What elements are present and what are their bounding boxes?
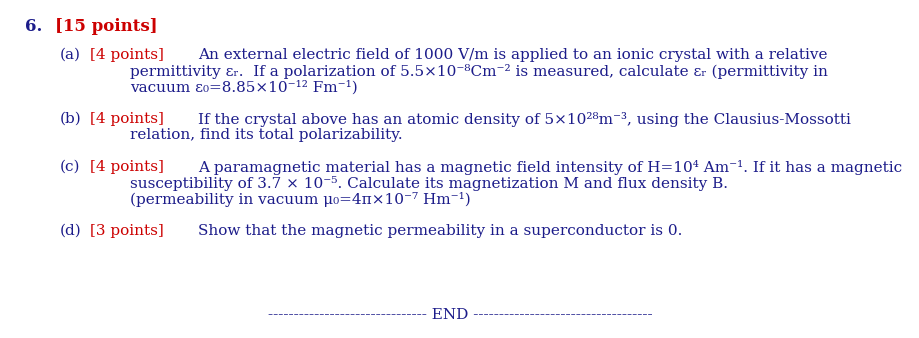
Text: (a): (a) xyxy=(60,48,81,62)
Text: Show that the magnetic permeability in a superconductor is 0.: Show that the magnetic permeability in a… xyxy=(198,224,682,238)
Text: (d): (d) xyxy=(60,224,82,238)
Text: (permeability in vacuum μ₀=4π×10⁻⁷ Hm⁻¹): (permeability in vacuum μ₀=4π×10⁻⁷ Hm⁻¹) xyxy=(130,192,471,207)
Text: susceptibility of 3.7 × 10⁻⁵. Calculate its magnetization M and flux density B.: susceptibility of 3.7 × 10⁻⁵. Calculate … xyxy=(130,176,727,191)
Text: (b): (b) xyxy=(60,112,82,126)
Text: A paramagnetic material has a magnetic field intensity of H=10⁴ Am⁻¹. If it has : A paramagnetic material has a magnetic f… xyxy=(198,160,902,175)
Text: [3 points]: [3 points] xyxy=(90,224,164,238)
Text: relation, find its total polarizability.: relation, find its total polarizability. xyxy=(130,128,403,142)
Text: permittivity εᵣ.  If a polarization of 5.5×10⁻⁸Cm⁻² is measured, calculate εᵣ (p: permittivity εᵣ. If a polarization of 5.… xyxy=(130,64,827,79)
Text: An external electric field of 1000 V/m is applied to an ionic crystal with a rel: An external electric field of 1000 V/m i… xyxy=(198,48,826,62)
Text: [4 points]: [4 points] xyxy=(90,160,164,174)
Text: 6.: 6. xyxy=(25,18,42,35)
Text: If the crystal above has an atomic density of 5×10²⁸m⁻³, using the Clausius-Moss: If the crystal above has an atomic densi… xyxy=(198,112,850,127)
Text: (c): (c) xyxy=(60,160,81,174)
Text: vacuum ε₀=8.85×10⁻¹² Fm⁻¹): vacuum ε₀=8.85×10⁻¹² Fm⁻¹) xyxy=(130,80,357,94)
Text: [15 points]: [15 points] xyxy=(55,18,157,35)
Text: [4 points]: [4 points] xyxy=(90,48,164,62)
Text: ------------------------------- END -----------------------------------: ------------------------------- END ----… xyxy=(267,308,652,322)
Text: [4 points]: [4 points] xyxy=(90,112,164,126)
